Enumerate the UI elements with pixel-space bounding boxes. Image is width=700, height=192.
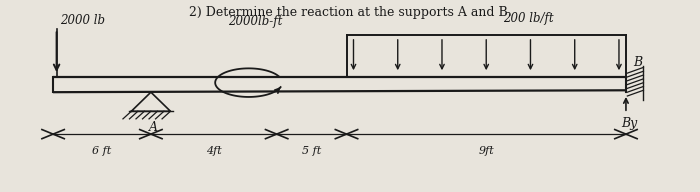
- Text: 5 ft: 5 ft: [302, 146, 321, 156]
- Text: 6 ft: 6 ft: [92, 146, 111, 156]
- Text: 9ft: 9ft: [478, 146, 494, 156]
- Text: 2000 lb: 2000 lb: [60, 14, 105, 27]
- Text: 2) Determine the reaction at the supports A and B.: 2) Determine the reaction at the support…: [189, 6, 511, 19]
- Text: A: A: [148, 121, 158, 134]
- Text: B: B: [633, 56, 642, 69]
- Text: By: By: [622, 117, 638, 130]
- Text: 2000lb-ft: 2000lb-ft: [228, 15, 283, 28]
- Text: 4ft: 4ft: [206, 146, 222, 156]
- Text: 200 lb/ft: 200 lb/ft: [503, 12, 554, 26]
